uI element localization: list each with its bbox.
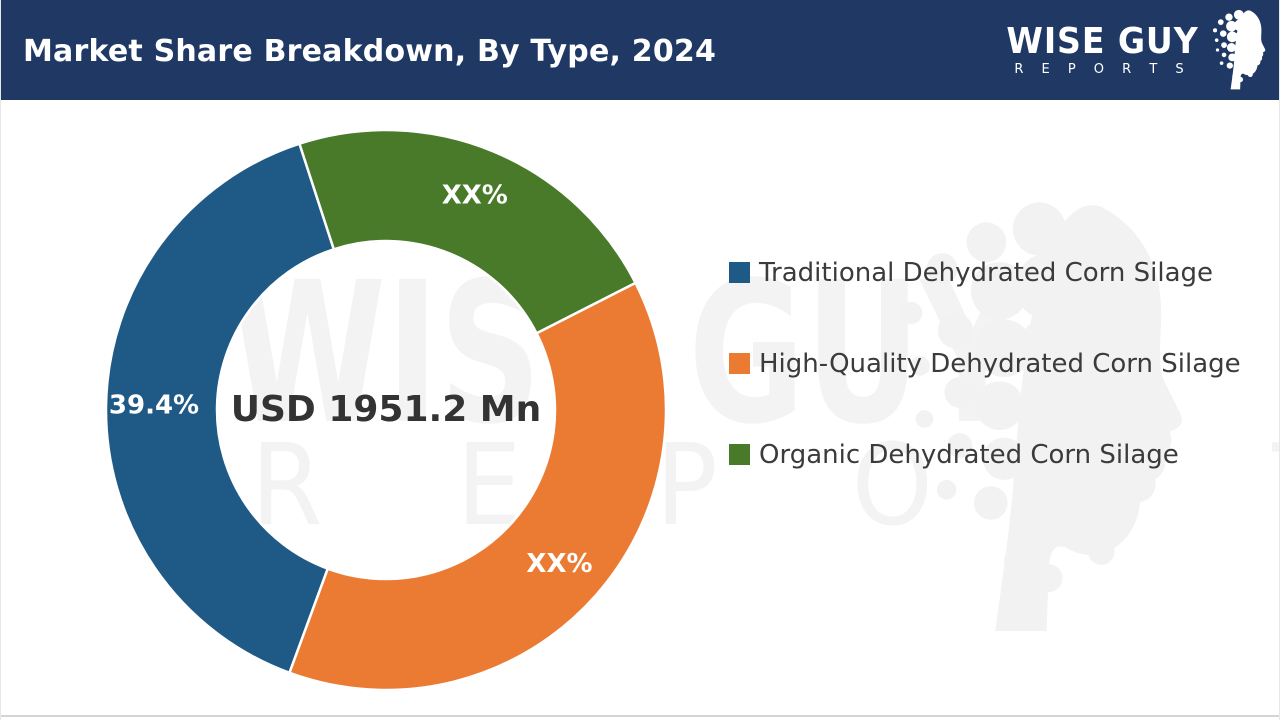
page-title: Market Share Breakdown, By Type, 2024 bbox=[23, 34, 717, 69]
segment-share-label: XX% bbox=[526, 549, 592, 579]
logo-text-block: WISE GUY R E P O R T S bbox=[998, 23, 1207, 77]
legend-item: Traditional Dehydrated Corn Silage bbox=[729, 257, 1241, 288]
segment-share-label: 39.4% bbox=[109, 391, 199, 421]
chart-legend: Traditional Dehydrated Corn Silage High-… bbox=[729, 257, 1241, 535]
legend-item: High-Quality Dehydrated Corn Silage bbox=[729, 348, 1241, 379]
donut-chart-svg: 39.4% XX% XX% bbox=[104, 128, 668, 692]
logo-subtitle: R E P O R T S bbox=[1014, 61, 1191, 77]
legend-swatch bbox=[729, 262, 750, 283]
footer-divider bbox=[1, 715, 1279, 717]
donut-segment bbox=[104, 142, 336, 675]
legend-item: Organic Dehydrated Corn Silage bbox=[729, 439, 1241, 470]
legend-swatch bbox=[729, 353, 750, 374]
chart-center-value: USD 1951.2 Mn bbox=[230, 389, 542, 430]
segment-share-label: XX% bbox=[442, 181, 508, 211]
legend-label: High-Quality Dehydrated Corn Silage bbox=[759, 348, 1241, 379]
legend-swatch bbox=[729, 444, 750, 465]
donut-segment bbox=[288, 281, 668, 692]
header-bar: Market Share Breakdown, By Type, 2024 WI… bbox=[1, 0, 1279, 100]
legend-label: Traditional Dehydrated Corn Silage bbox=[759, 257, 1214, 288]
legend-label: Organic Dehydrated Corn Silage bbox=[759, 439, 1179, 470]
logo-face-icon bbox=[1212, 9, 1266, 90]
donut-segment bbox=[298, 128, 637, 335]
wiseguy-logo: WISE GUY R E P O R T S bbox=[998, 6, 1267, 94]
logo-wordmark: WISE GUY bbox=[1006, 21, 1199, 63]
